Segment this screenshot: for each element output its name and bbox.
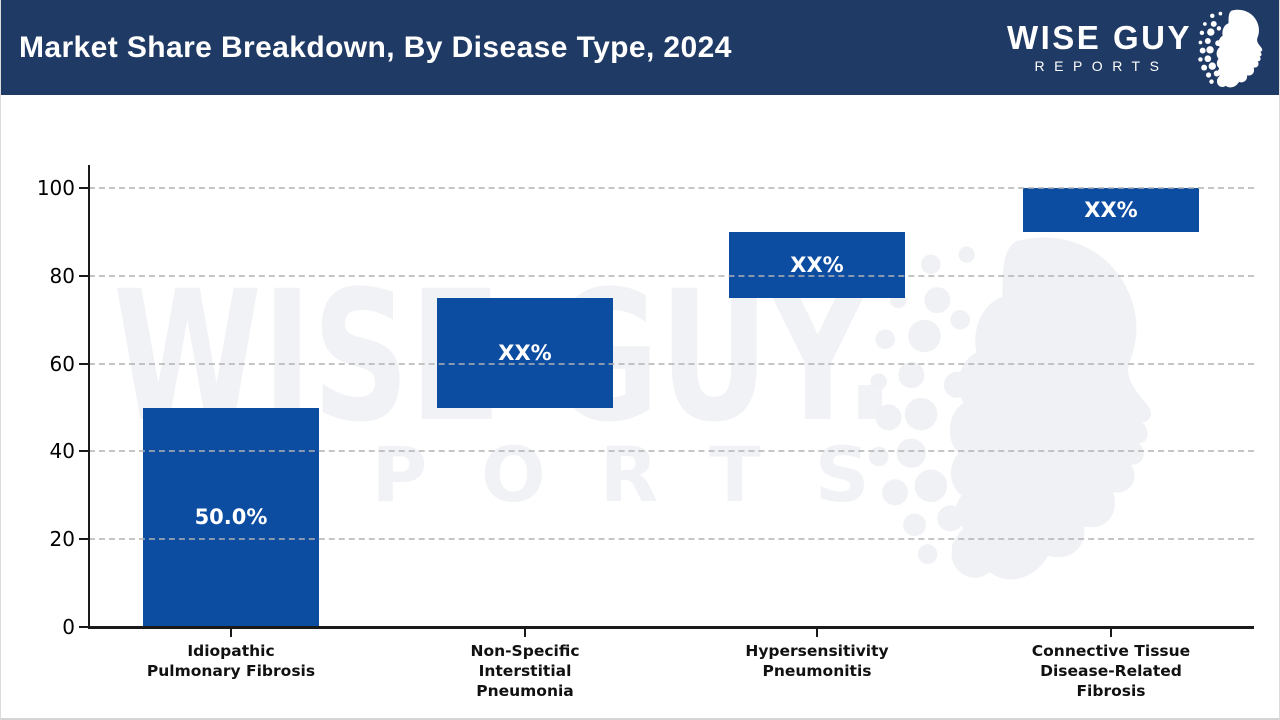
x-axis-label-non-specific-interstitial-pneumonia: Non-Specific Interstitial Pneumonia (470, 642, 580, 700)
bar-value-label: XX% (1084, 197, 1138, 222)
y-axis-label-80: 80 (49, 263, 75, 288)
y-axis-tick-0 (79, 626, 88, 628)
x-axis-tick-1 (230, 627, 232, 637)
y-axis-tick-20 (79, 538, 88, 541)
dotted-head-logo-icon (1198, 9, 1263, 87)
gridline-60 (89, 362, 1254, 365)
gridline-100 (89, 187, 1254, 189)
page-title: Market Share Breakdown, By Disease Type,… (19, 30, 732, 64)
bar-idiopathic-pulmonary-fibrosis: 50.0% (143, 407, 319, 627)
y-axis-label-0: 0 (62, 615, 75, 639)
x-axis-tick-2 (524, 627, 526, 637)
gridline-80 (89, 274, 1254, 277)
x-axis-label-hypersensitivity-pneumonitis: Hypersensitivity Pneumonitis (745, 642, 889, 680)
bar-value-label: 50.0% (194, 505, 268, 530)
bar-value-label: XX% (790, 252, 844, 277)
y-axis-label-40: 40 (49, 439, 75, 464)
gridline-20 (89, 538, 1254, 541)
gridline-40 (89, 450, 1254, 453)
x-axis-label-connective-tissue-disease-related-fibrosis: Connective Tissue Disease-Related Fibros… (1031, 642, 1191, 700)
header-band: Market Share Breakdown, By Disease Type,… (1, 0, 1279, 95)
x-axis-label-idiopathic-pulmonary-fibrosis: Idiopathic Pulmonary Fibrosis (146, 642, 316, 680)
y-axis-tick-40 (79, 450, 88, 453)
bar-connective-tissue-disease-related-fibrosis: XX% (1023, 188, 1199, 232)
x-axis-spine (88, 626, 1254, 629)
y-axis-tick-80 (79, 274, 88, 277)
y-axis-tick-100 (79, 187, 88, 189)
logo-wordmark-top: WISE GUY (1006, 19, 1192, 56)
y-axis-spine (88, 165, 90, 629)
logo-wordmark: WISE GUY REPORTS (1006, 19, 1192, 75)
y-axis-label-60: 60 (49, 351, 75, 376)
y-axis-tick-60 (79, 362, 88, 365)
y-axis-label-100: 100 (36, 176, 75, 200)
watermark-dotted-head-icon (868, 237, 1151, 580)
x-axis-tick-3 (816, 627, 818, 637)
x-axis-tick-4 (1110, 627, 1112, 637)
y-axis-label-20: 20 (49, 527, 75, 552)
bar-value-label: XX% (498, 340, 552, 365)
wise-guy-reports-logo: WISE GUY REPORTS (1007, 6, 1267, 90)
logo-wordmark-bottom: REPORTS (1034, 58, 1169, 74)
bar-non-specific-interstitial-pneumonia: XX% (437, 297, 613, 408)
bar-hypersensitivity-pneumonitis: XX% (729, 231, 905, 298)
